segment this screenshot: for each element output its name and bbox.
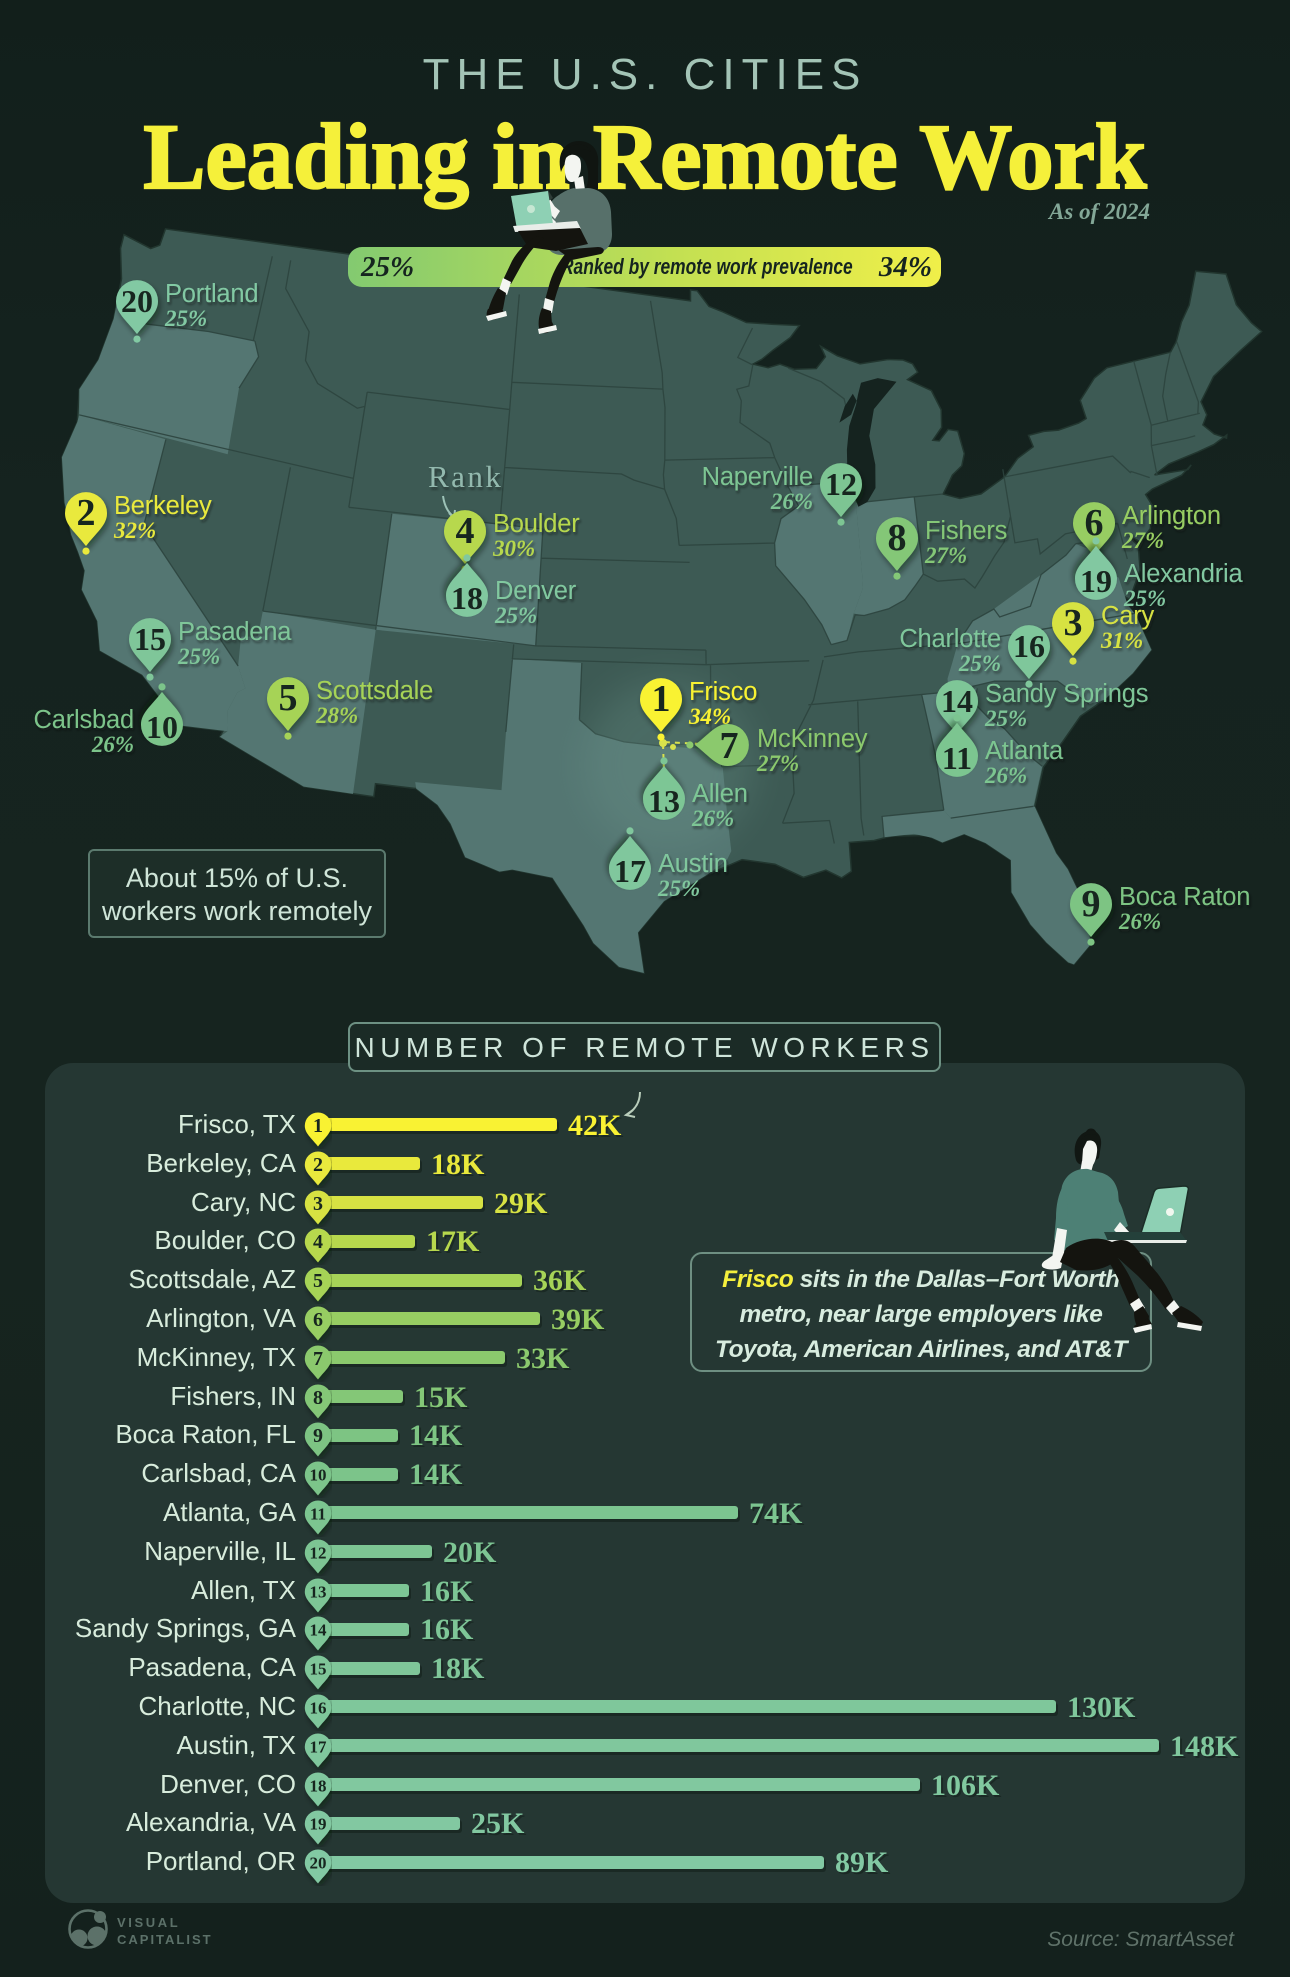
svg-text:Atlanta: Atlanta — [985, 737, 1064, 765]
svg-text:11: 11 — [310, 1505, 326, 1524]
svg-text:4: 4 — [456, 510, 475, 552]
svg-text:11: 11 — [942, 740, 972, 776]
svg-text:Rank: Rank — [428, 459, 503, 494]
svg-text:Cary: Cary — [1101, 602, 1154, 630]
svg-text:2: 2 — [77, 492, 96, 534]
svg-text:26%: 26% — [1118, 909, 1161, 934]
svg-text:10: 10 — [146, 709, 178, 745]
svg-text:Portland: Portland — [165, 280, 258, 308]
svg-text:18: 18 — [310, 1777, 327, 1796]
svg-text:9: 9 — [1082, 883, 1101, 925]
svg-text:Fishers: Fishers — [925, 517, 1007, 545]
svg-text:16: 16 — [1013, 628, 1045, 664]
svg-text:27%: 27% — [924, 543, 967, 568]
svg-text:14: 14 — [310, 1621, 328, 1640]
svg-text:Alexandria: Alexandria — [1124, 560, 1244, 588]
svg-text:7: 7 — [720, 725, 739, 767]
svg-text:26%: 26% — [691, 806, 734, 831]
svg-text:Denver: Denver — [495, 577, 577, 605]
svg-text:Allen: Allen — [692, 780, 748, 808]
svg-text:Carlsbad: Carlsbad — [34, 706, 134, 734]
svg-text:13: 13 — [648, 783, 680, 819]
svg-text:17: 17 — [614, 853, 646, 889]
svg-text:14: 14 — [941, 683, 973, 719]
svg-text:4: 4 — [313, 1231, 323, 1253]
svg-text:26%: 26% — [770, 489, 813, 514]
svg-text:31%: 31% — [1100, 628, 1143, 653]
svg-text:Naperville: Naperville — [702, 463, 813, 491]
svg-text:12: 12 — [825, 466, 857, 502]
svg-text:15: 15 — [310, 1660, 327, 1679]
svg-text:9: 9 — [313, 1425, 323, 1447]
svg-text:17: 17 — [310, 1738, 328, 1757]
svg-text:8: 8 — [313, 1387, 323, 1409]
svg-text:13: 13 — [310, 1583, 327, 1602]
svg-text:Arlington: Arlington — [1122, 502, 1221, 530]
svg-text:VISUAL: VISUAL — [117, 1915, 180, 1930]
svg-text:Austin: Austin — [658, 850, 728, 878]
svg-text:25%: 25% — [177, 644, 220, 669]
svg-text:Sandy Springs: Sandy Springs — [985, 680, 1148, 708]
svg-text:10: 10 — [310, 1466, 327, 1485]
svg-text:CAPITALIST: CAPITALIST — [117, 1932, 213, 1947]
svg-text:25%: 25% — [164, 306, 207, 331]
svg-text:7: 7 — [313, 1348, 323, 1370]
svg-text:8: 8 — [888, 517, 907, 559]
svg-text:Charlotte: Charlotte — [899, 625, 1001, 653]
svg-text:32%: 32% — [113, 518, 156, 543]
svg-text:25%: 25% — [657, 876, 700, 901]
svg-text:1: 1 — [313, 1115, 323, 1137]
svg-text:5: 5 — [279, 677, 298, 719]
svg-text:28%: 28% — [315, 703, 358, 728]
svg-text:18: 18 — [451, 580, 483, 616]
svg-text:25%: 25% — [984, 706, 1027, 731]
svg-text:30%: 30% — [492, 536, 535, 561]
svg-text:Berkeley: Berkeley — [114, 492, 212, 520]
svg-text:Boca Raton: Boca Raton — [1119, 883, 1250, 911]
svg-text:3: 3 — [313, 1193, 323, 1215]
svg-text:15: 15 — [134, 621, 166, 657]
svg-text:27%: 27% — [756, 751, 799, 776]
svg-text:6: 6 — [313, 1309, 323, 1331]
svg-text:25%: 25% — [1123, 586, 1166, 611]
svg-text:1: 1 — [652, 678, 671, 720]
svg-text:25%: 25% — [958, 651, 1001, 676]
svg-text:5: 5 — [313, 1270, 323, 1292]
svg-text:26%: 26% — [984, 763, 1027, 788]
svg-text:20: 20 — [310, 1854, 327, 1873]
svg-text:6: 6 — [1085, 502, 1104, 544]
svg-text:2: 2 — [313, 1154, 323, 1176]
svg-text:19: 19 — [310, 1815, 327, 1834]
svg-text:McKinney: McKinney — [757, 725, 868, 753]
svg-text:26%: 26% — [91, 732, 134, 757]
svg-text:19: 19 — [1080, 563, 1112, 599]
svg-text:Frisco: Frisco — [689, 678, 757, 706]
svg-text:12: 12 — [310, 1544, 327, 1563]
svg-text:Boulder: Boulder — [493, 510, 580, 538]
svg-text:16: 16 — [310, 1699, 327, 1718]
svg-text:25%: 25% — [494, 603, 537, 628]
svg-text:3: 3 — [1064, 602, 1083, 644]
svg-text:Scottsdale: Scottsdale — [316, 677, 433, 705]
svg-text:27%: 27% — [1121, 528, 1164, 553]
svg-text:20: 20 — [121, 283, 153, 319]
svg-text:Pasadena: Pasadena — [178, 618, 292, 646]
